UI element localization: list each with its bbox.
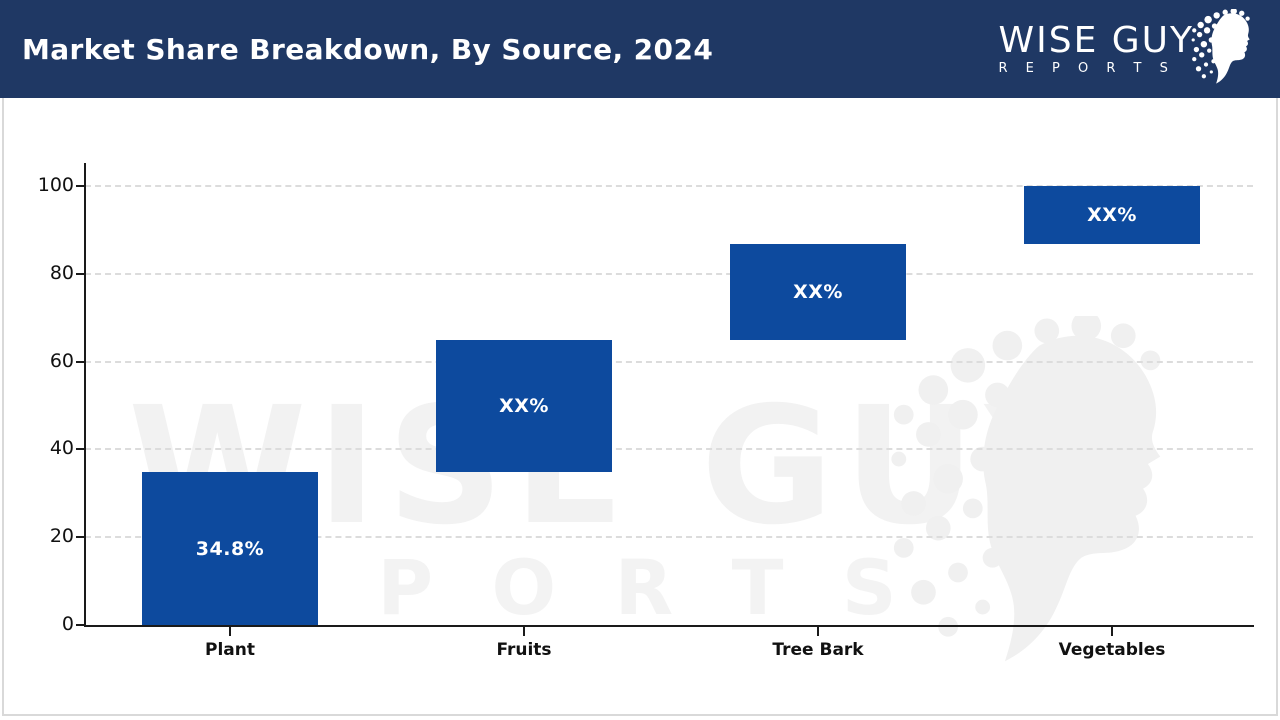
category-label-tree-bark: Tree Bark [772,640,864,660]
watermark-dotted-face-profile-icon [891,316,1161,662]
bar-tree-bark: XX% [730,243,906,340]
gridline-40 [85,448,1253,451]
y-tick-100 [76,185,85,187]
page-title: Market Share Breakdown, By Source, 2024 [22,32,714,66]
gridline-20 [85,536,1253,539]
y-tick-label-0: 0 [61,613,74,635]
x-tick-tree-bark [817,627,819,636]
brand-logo-text: WISE GUY R E P O R T S [998,20,1195,76]
bar-value-label-plant: 34.8% [195,537,265,560]
frame-border-right [1276,98,1278,716]
y-tick-label-60: 60 [49,349,74,372]
brand-subname: R E P O R T S [998,61,1175,76]
y-tick-20 [76,536,85,539]
y-tick-80 [76,272,85,275]
x-tick-plant [229,627,231,636]
bar-value-label-tree-bark: XX% [793,280,843,303]
chart-area: WISE GUY R E P O R T S 0 20 40 60 80 100 34.8%… [0,98,1280,720]
brand-name: WISE GUY [998,20,1194,61]
frame-border-left [2,98,4,716]
x-tick-vegetables [1111,627,1113,636]
bar-vegetables: XX% [1024,186,1200,244]
y-tick-40 [76,448,85,451]
bar-plant: 34.8% [142,472,318,625]
y-tick-60 [76,360,85,363]
bar-value-label-vegetables: XX% [1087,203,1137,226]
bar-fruits: XX% [436,339,612,473]
dotted-face-profile-icon [1191,9,1250,84]
y-tick-label-100: 100 [37,174,74,196]
category-label-fruits: Fruits [496,640,552,660]
gridline-80 [85,272,1253,275]
brand-logo: WISE GUY R E P O R T S [999,9,1255,89]
y-axis-line [84,163,86,627]
y-tick-0 [76,624,85,626]
category-label-vegetables: Vegetables [1058,640,1166,660]
gridline-100 [85,185,1253,187]
y-tick-label-20: 20 [49,525,74,548]
frame-border-bottom [2,714,1278,716]
x-tick-fruits [523,627,525,636]
y-tick-label-40: 40 [49,437,74,460]
y-tick-label-80: 80 [49,261,74,284]
header-bar: Market Share Breakdown, By Source, 2024 … [0,0,1280,98]
x-axis-line [84,625,1254,627]
category-label-plant: Plant [205,640,255,660]
gridline-60 [85,360,1253,363]
bar-value-label-fruits: XX% [499,394,549,417]
